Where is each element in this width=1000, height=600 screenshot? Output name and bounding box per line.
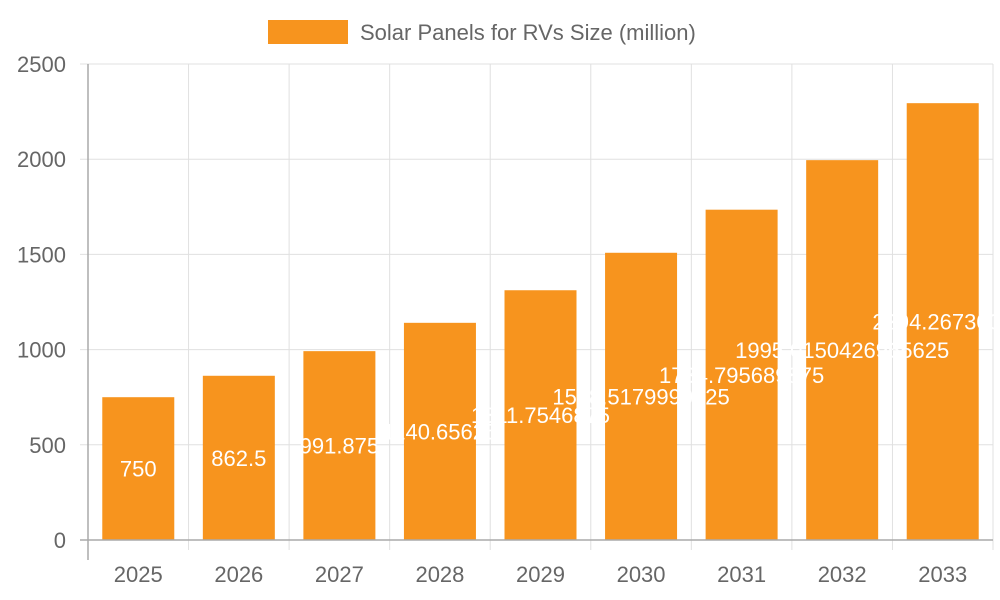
bar-2025 (102, 397, 175, 540)
data-label-2025: 750 (120, 457, 157, 482)
y-tick-label: 1500 (17, 242, 66, 267)
x-tick-label: 2029 (516, 562, 565, 587)
data-label-2030: 1508.5179990625 (552, 384, 729, 409)
x-tick-label: 2025 (114, 562, 163, 587)
data-label-2031: 1734.795689875 (659, 363, 824, 388)
legend-label: Solar Panels for RVs Size (million) (360, 20, 696, 45)
bar-2029 (504, 290, 577, 540)
x-tick-label: 2031 (717, 562, 766, 587)
bars (102, 103, 979, 541)
x-tick-label: 2030 (617, 562, 666, 587)
bar-2027 (303, 351, 376, 540)
data-label-2028: 1140.65625 (383, 419, 498, 444)
data-label-2026: 862.5 (211, 446, 266, 471)
legend-swatch (268, 20, 348, 44)
y-tick-label: 0 (54, 528, 66, 553)
data-label-2033: 2294.2673009 (872, 310, 1000, 335)
x-tick-label: 2032 (818, 562, 867, 587)
bar-2031 (705, 209, 778, 541)
y-tick-label: 500 (29, 433, 66, 458)
x-tick-label: 2027 (315, 562, 364, 587)
bar-2030 (605, 252, 678, 540)
bar-2032 (806, 160, 879, 540)
bar-2028 (403, 322, 476, 540)
data-label-2032: 1995.0150426965625 (735, 338, 949, 363)
bar-2033 (906, 103, 979, 540)
grid (80, 63, 994, 550)
data-label-2027: 991.875 (300, 434, 380, 459)
y-tick-label: 2500 (17, 52, 66, 77)
data-label-2029: 1311.7546875 (471, 403, 610, 428)
legend[interactable]: Solar Panels for RVs Size (million) (268, 20, 696, 45)
data-labels: 750 862.5 991.8751140.656251311.7546875150… (120, 310, 1000, 482)
y-tick-label: 1000 (17, 338, 66, 363)
bar-2026 (202, 375, 275, 540)
x-tick-label: 2033 (918, 562, 967, 587)
x-tick-label: 2028 (415, 562, 464, 587)
y-tick-label: 2000 (17, 147, 66, 172)
x-tick-label: 2026 (214, 562, 263, 587)
axes: 0 500 1000 1500 2000 2500 2025 2026 2027 2028 2029… (17, 52, 993, 587)
